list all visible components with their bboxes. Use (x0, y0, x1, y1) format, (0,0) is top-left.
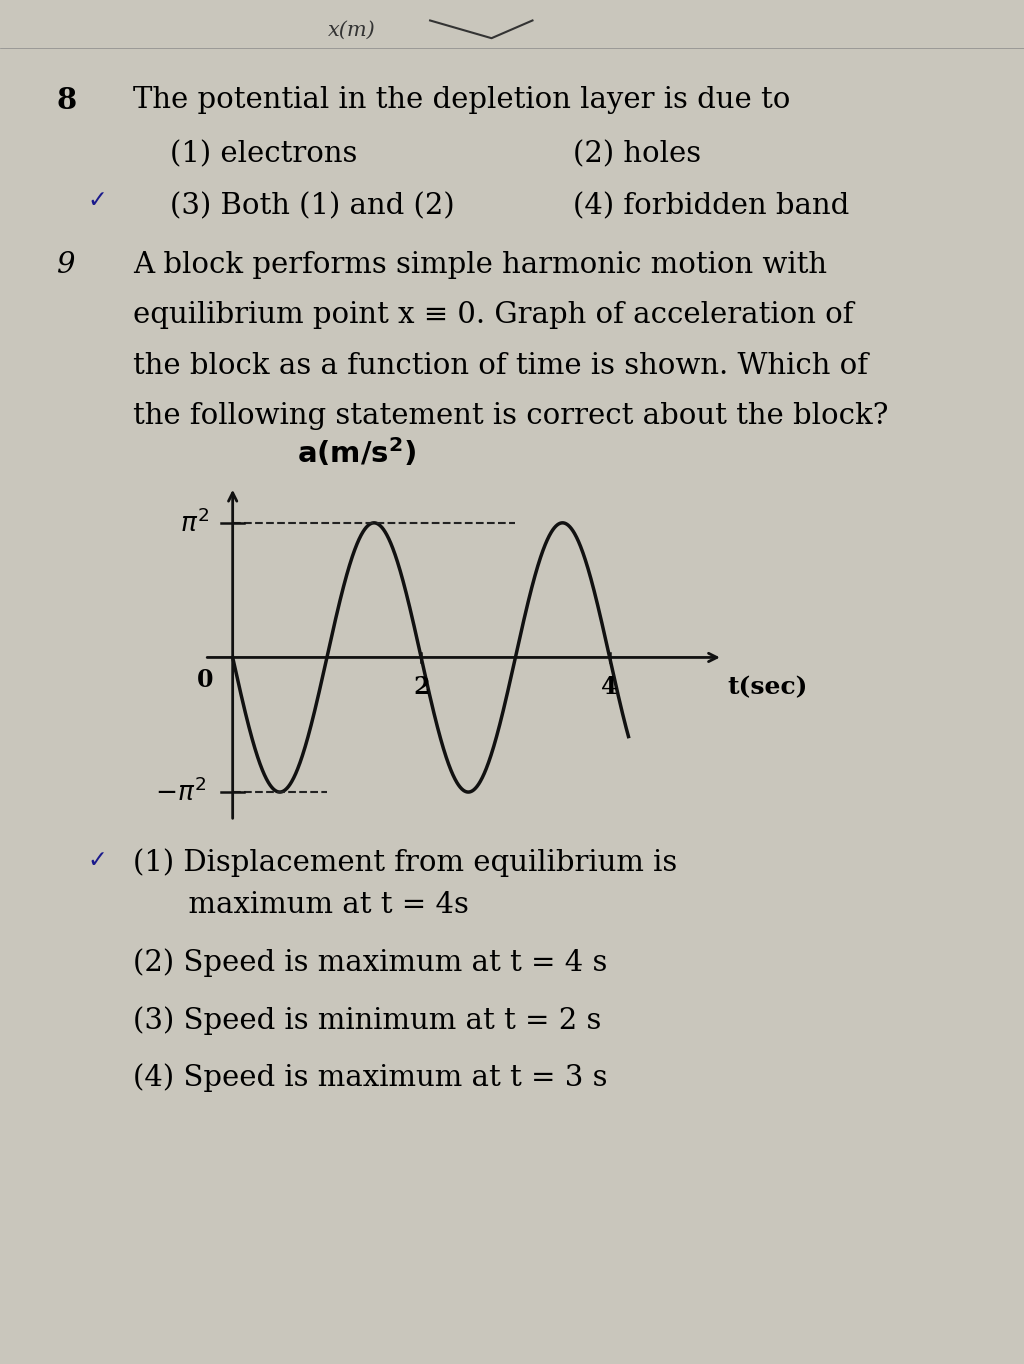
Text: $\mathbf{a(m/s^2)}$: $\mathbf{a(m/s^2)}$ (297, 436, 417, 469)
Text: t(sec): t(sec) (727, 675, 808, 700)
Text: (1) Displacement from equilibrium is: (1) Displacement from equilibrium is (133, 848, 677, 877)
Text: (3) Both (1) and (2): (3) Both (1) and (2) (133, 192, 455, 221)
Text: 8: 8 (56, 86, 77, 115)
Text: ✓: ✓ (87, 848, 106, 873)
Text: x(m): x(m) (328, 20, 376, 40)
Text: $-\pi^2$: $-\pi^2$ (155, 777, 206, 806)
Text: A block performs simple harmonic motion with: A block performs simple harmonic motion … (133, 251, 827, 280)
Text: 4: 4 (601, 675, 617, 700)
Text: 0: 0 (198, 668, 214, 693)
Text: (2) Speed is maximum at t = 4 s: (2) Speed is maximum at t = 4 s (133, 949, 607, 978)
Text: ✓: ✓ (87, 188, 106, 213)
Text: (4) forbidden band: (4) forbidden band (573, 192, 850, 221)
Text: the block as a function of time is shown. Which of: the block as a function of time is shown… (133, 352, 868, 381)
Text: (1) electrons: (1) electrons (133, 140, 357, 169)
Text: (3) Speed is minimum at t = 2 s: (3) Speed is minimum at t = 2 s (133, 1007, 601, 1035)
Text: $\pi^2$: $\pi^2$ (180, 509, 209, 537)
Text: The potential in the depletion layer is due to: The potential in the depletion layer is … (133, 86, 791, 115)
Text: (4) Speed is maximum at t = 3 s: (4) Speed is maximum at t = 3 s (133, 1064, 607, 1093)
Text: the following statement is correct about the block?: the following statement is correct about… (133, 402, 889, 431)
Text: (2) holes: (2) holes (573, 140, 701, 169)
Text: equilibrium point x ≡ 0. Graph of acceleration of: equilibrium point x ≡ 0. Graph of accele… (133, 301, 854, 330)
Text: 2: 2 (413, 675, 429, 700)
Text: 9: 9 (56, 251, 75, 280)
Text: maximum at t = 4s: maximum at t = 4s (133, 892, 469, 919)
